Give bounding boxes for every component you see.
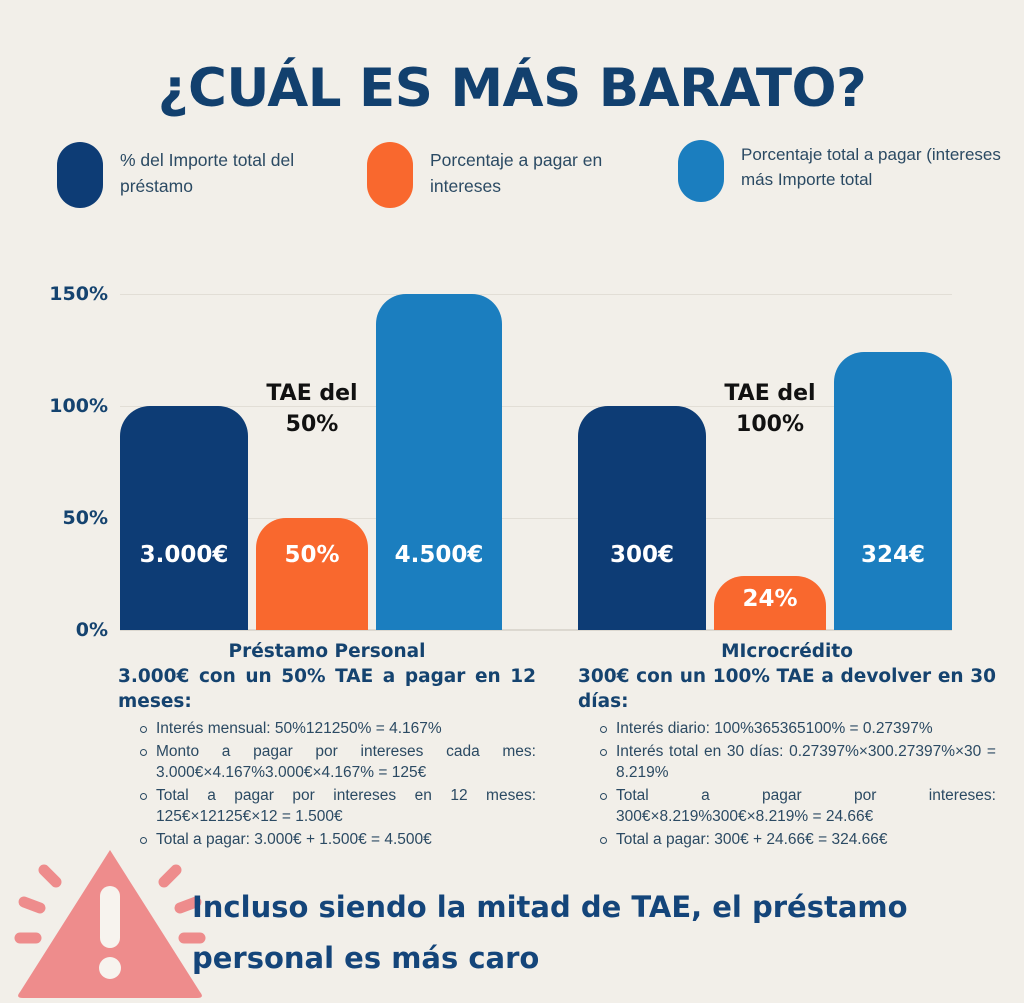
legend-label-dark-blue: % del Importe total del préstamo xyxy=(120,150,295,196)
legend-item-orange: Porcentaje a pagar en intereses xyxy=(367,142,667,208)
banner-message: Incluso siendo la mitad de TAE, el prést… xyxy=(192,890,908,975)
bar-value-label: 300€ xyxy=(609,542,674,568)
column-bullet-list: Interés diario: 100%365365100% = 0.27397… xyxy=(578,718,996,850)
bar-prestamo-intereses: 50% xyxy=(256,518,368,630)
bar-prestamo-total: 4.500€ xyxy=(376,294,502,630)
axis-baseline xyxy=(120,629,952,631)
legend-swatch-light-blue xyxy=(678,140,724,202)
list-item: Monto a pagar por intereses cada mes: 3.… xyxy=(140,741,536,784)
list-item: Total a pagar por intereses en 12 meses:… xyxy=(140,785,536,828)
bar-prestamo-importe: 3.000€ xyxy=(120,406,248,630)
bar-micro-intereses: 24% xyxy=(714,576,826,630)
bar-micro-total: 324€ xyxy=(834,352,952,630)
y-axis-tick-150: 150% xyxy=(49,283,108,305)
detail-column-prestamo: Préstamo Personal 3.000€ con un 50% TAE … xyxy=(118,640,536,851)
legend-swatch-dark-blue xyxy=(57,142,103,208)
page-title: ¿CUÁL ES MÁS BARATO? xyxy=(157,58,867,119)
annotation-tae-micro: TAE del 100% xyxy=(710,378,830,440)
bar-value-label: 50% xyxy=(284,542,340,568)
y-axis-tick-100: 100% xyxy=(49,395,108,417)
column-bullet-list: Interés mensual: 50%121250% = 4.167% Mon… xyxy=(118,718,536,850)
y-axis-tick-0: 0% xyxy=(75,619,108,641)
list-item: Interés diario: 100%365365100% = 0.27397… xyxy=(600,718,996,740)
list-item: Interés mensual: 50%121250% = 4.167% xyxy=(140,718,536,740)
bar-value-label: 4.500€ xyxy=(394,542,484,568)
column-title: Préstamo Personal xyxy=(228,641,426,662)
legend-swatch-orange xyxy=(367,142,413,208)
column-title: MIcrocrédito xyxy=(721,641,853,662)
legend-item-dark-blue: % del Importe total del préstamo xyxy=(57,142,357,208)
list-item: Interés total en 30 días: 0.27397%×300.2… xyxy=(600,741,996,784)
bar-value-label: 3.000€ xyxy=(139,542,229,568)
bar-value-label: 24% xyxy=(742,586,798,612)
annotation-line-1: TAE del xyxy=(724,381,816,406)
annotation-line-2: 100% xyxy=(736,412,804,437)
annotation-tae-prestamo: TAE del 50% xyxy=(252,378,372,440)
y-axis-tick-50: 50% xyxy=(62,507,108,529)
legend-label-light-blue: Porcentaje total a pagar (intereses más … xyxy=(741,145,1001,189)
column-subtitle: 3.000€ con un 50% TAE a pagar en 12 mese… xyxy=(118,666,536,712)
bar-value-label: 324€ xyxy=(860,542,925,568)
list-item: Total a pagar: 3.000€ + 1.500€ = 4.500€ xyxy=(140,829,536,851)
list-item: Total a pagar por intereses: 300€×8.219%… xyxy=(600,785,996,828)
gridline-150 xyxy=(120,294,952,295)
legend-label-orange: Porcentaje a pagar en intereses xyxy=(430,150,603,196)
list-item: Total a pagar: 300€ + 24.66€ = 324.66€ xyxy=(600,829,996,851)
gridline-50 xyxy=(120,518,952,519)
annotation-line-1: TAE del xyxy=(266,381,358,406)
detail-column-microcredito: MIcrocrédito 300€ con un 100% TAE a devo… xyxy=(578,640,996,851)
warning-triangle-icon xyxy=(14,846,214,998)
bottom-banner: Incluso siendo la mitad de TAE, el prést… xyxy=(0,846,1024,1000)
chart-legend: % del Importe total del préstamo Porcent… xyxy=(0,138,1024,233)
column-subtitle: 300€ con un 100% TAE a devolver en 30 dí… xyxy=(578,666,996,712)
bar-micro-importe: 300€ xyxy=(578,406,706,630)
annotation-line-2: 50% xyxy=(285,412,339,437)
plot-area: 3.000€ 50% 4.500€ 300€ 24% 324€ TAE del … xyxy=(120,294,952,631)
gridline-100 xyxy=(120,406,952,407)
legend-item-light-blue: Porcentaje total a pagar (intereses más … xyxy=(678,140,1008,202)
